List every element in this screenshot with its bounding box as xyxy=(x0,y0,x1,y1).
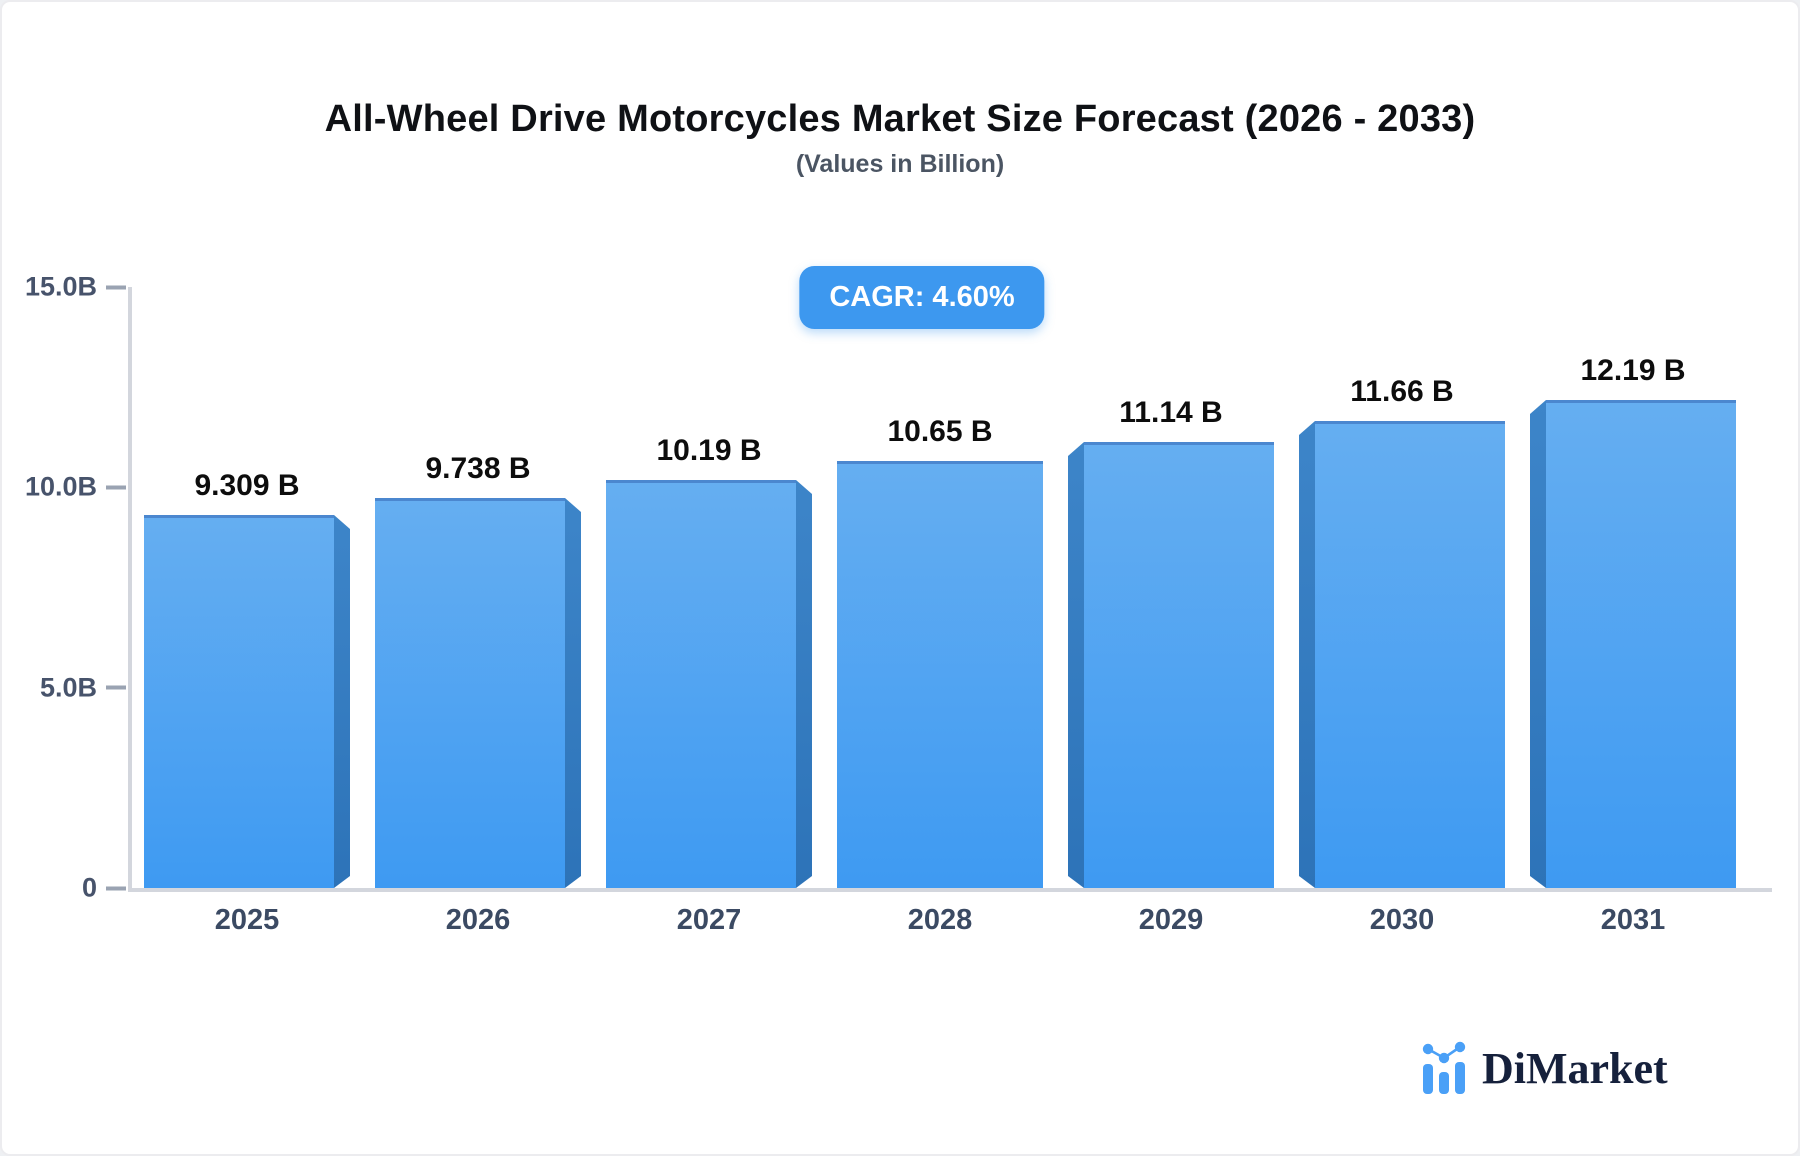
x-axis-label-2027: 2027 xyxy=(676,904,742,936)
bar-value-label: 9.738 B xyxy=(425,452,531,485)
y-tick-label: 10.0B xyxy=(24,471,97,502)
y-tick-0: 0 xyxy=(2,873,132,904)
y-tick-mark xyxy=(106,685,126,690)
bar-2026[interactable] xyxy=(375,498,581,888)
bar-value-label: 12.19 B xyxy=(1580,354,1686,387)
bar-face xyxy=(1546,400,1736,888)
y-tick-mark xyxy=(106,886,126,890)
y-tick-label: 5.0B xyxy=(39,672,97,703)
bar-slot-2031: 12.19 B 2031 xyxy=(1530,287,1736,936)
bar-face xyxy=(1084,442,1274,888)
bar-value-label: 10.65 B xyxy=(887,415,993,448)
chart-subtitle: (Values in Billion) xyxy=(795,150,1005,178)
x-axis-label-2029: 2029 xyxy=(1138,904,1204,936)
chart-title: All-Wheel Drive Motorcycles Market Size … xyxy=(324,98,1476,140)
y-tick-label: 15.0B xyxy=(24,271,97,302)
cagr-badge: CAGR: 4.60% xyxy=(799,266,1045,329)
bar-2031[interactable] xyxy=(1530,400,1736,888)
y-tick-mark xyxy=(106,485,126,490)
bar-slot-2030: 11.66 B 2030 xyxy=(1299,287,1505,936)
bar-2030[interactable] xyxy=(1299,421,1505,888)
y-tick-10.0B: 10.0B xyxy=(2,472,132,503)
bar-face xyxy=(144,515,334,888)
bar-face xyxy=(1315,421,1505,888)
x-axis-label-2025: 2025 xyxy=(214,904,280,936)
bar-side-shade xyxy=(1068,442,1084,888)
bar-2028[interactable] xyxy=(837,461,1043,888)
bar-face xyxy=(606,480,796,888)
x-axis-label-2031: 2031 xyxy=(1600,904,1666,936)
bar-side-shade xyxy=(796,480,812,888)
bar-side-shade xyxy=(1299,421,1315,888)
bar-slot-2025: 9.309 B 2025 xyxy=(144,287,350,936)
bar-slot-2028: 10.65 B 2028 xyxy=(837,287,1043,936)
bar-side-shade xyxy=(334,515,350,888)
bar-face xyxy=(375,498,565,888)
y-tick-mark xyxy=(106,285,126,289)
bar-slot-2029: 11.14 B 2029 xyxy=(1068,287,1274,936)
bar-2029[interactable] xyxy=(1068,442,1274,888)
bar-slot-2027: 10.19 B 2027 xyxy=(606,287,812,936)
bar-side-shade xyxy=(1530,400,1546,888)
dimarket-logo: DiMarket xyxy=(1422,1040,1668,1096)
bar-side-shade xyxy=(565,498,581,888)
y-tick-5.0B: 5.0B xyxy=(2,672,132,703)
x-axis-label-2030: 2030 xyxy=(1369,904,1435,936)
y-tick-15.0B: 15.0B xyxy=(2,272,132,303)
logo-text: DiMarket xyxy=(1482,1043,1668,1093)
bar-value-label: 11.66 B xyxy=(1350,375,1454,408)
x-axis-label-2028: 2028 xyxy=(907,904,973,936)
bar-slot-2026: 9.738 B 2026 xyxy=(375,287,581,936)
bar-2027[interactable] xyxy=(606,480,812,888)
bar-face xyxy=(837,461,1043,888)
bar-value-label: 9.309 B xyxy=(194,469,300,502)
x-axis-label-2026: 2026 xyxy=(445,904,511,936)
bar-value-label: 10.19 B xyxy=(656,434,762,467)
y-tick-label: 0 xyxy=(81,872,97,903)
bar-value-label: 11.14 B xyxy=(1119,396,1223,429)
y-axis-line xyxy=(128,287,132,892)
x-axis-line xyxy=(128,888,1772,892)
plot-area: 15.0B 10.0B 5.0B 0 9.309 B 2025 9.738 B 2026 10.… xyxy=(25,272,1772,936)
bar-2025[interactable] xyxy=(144,515,350,888)
bar-chart-logo-icon xyxy=(1422,1041,1466,1094)
